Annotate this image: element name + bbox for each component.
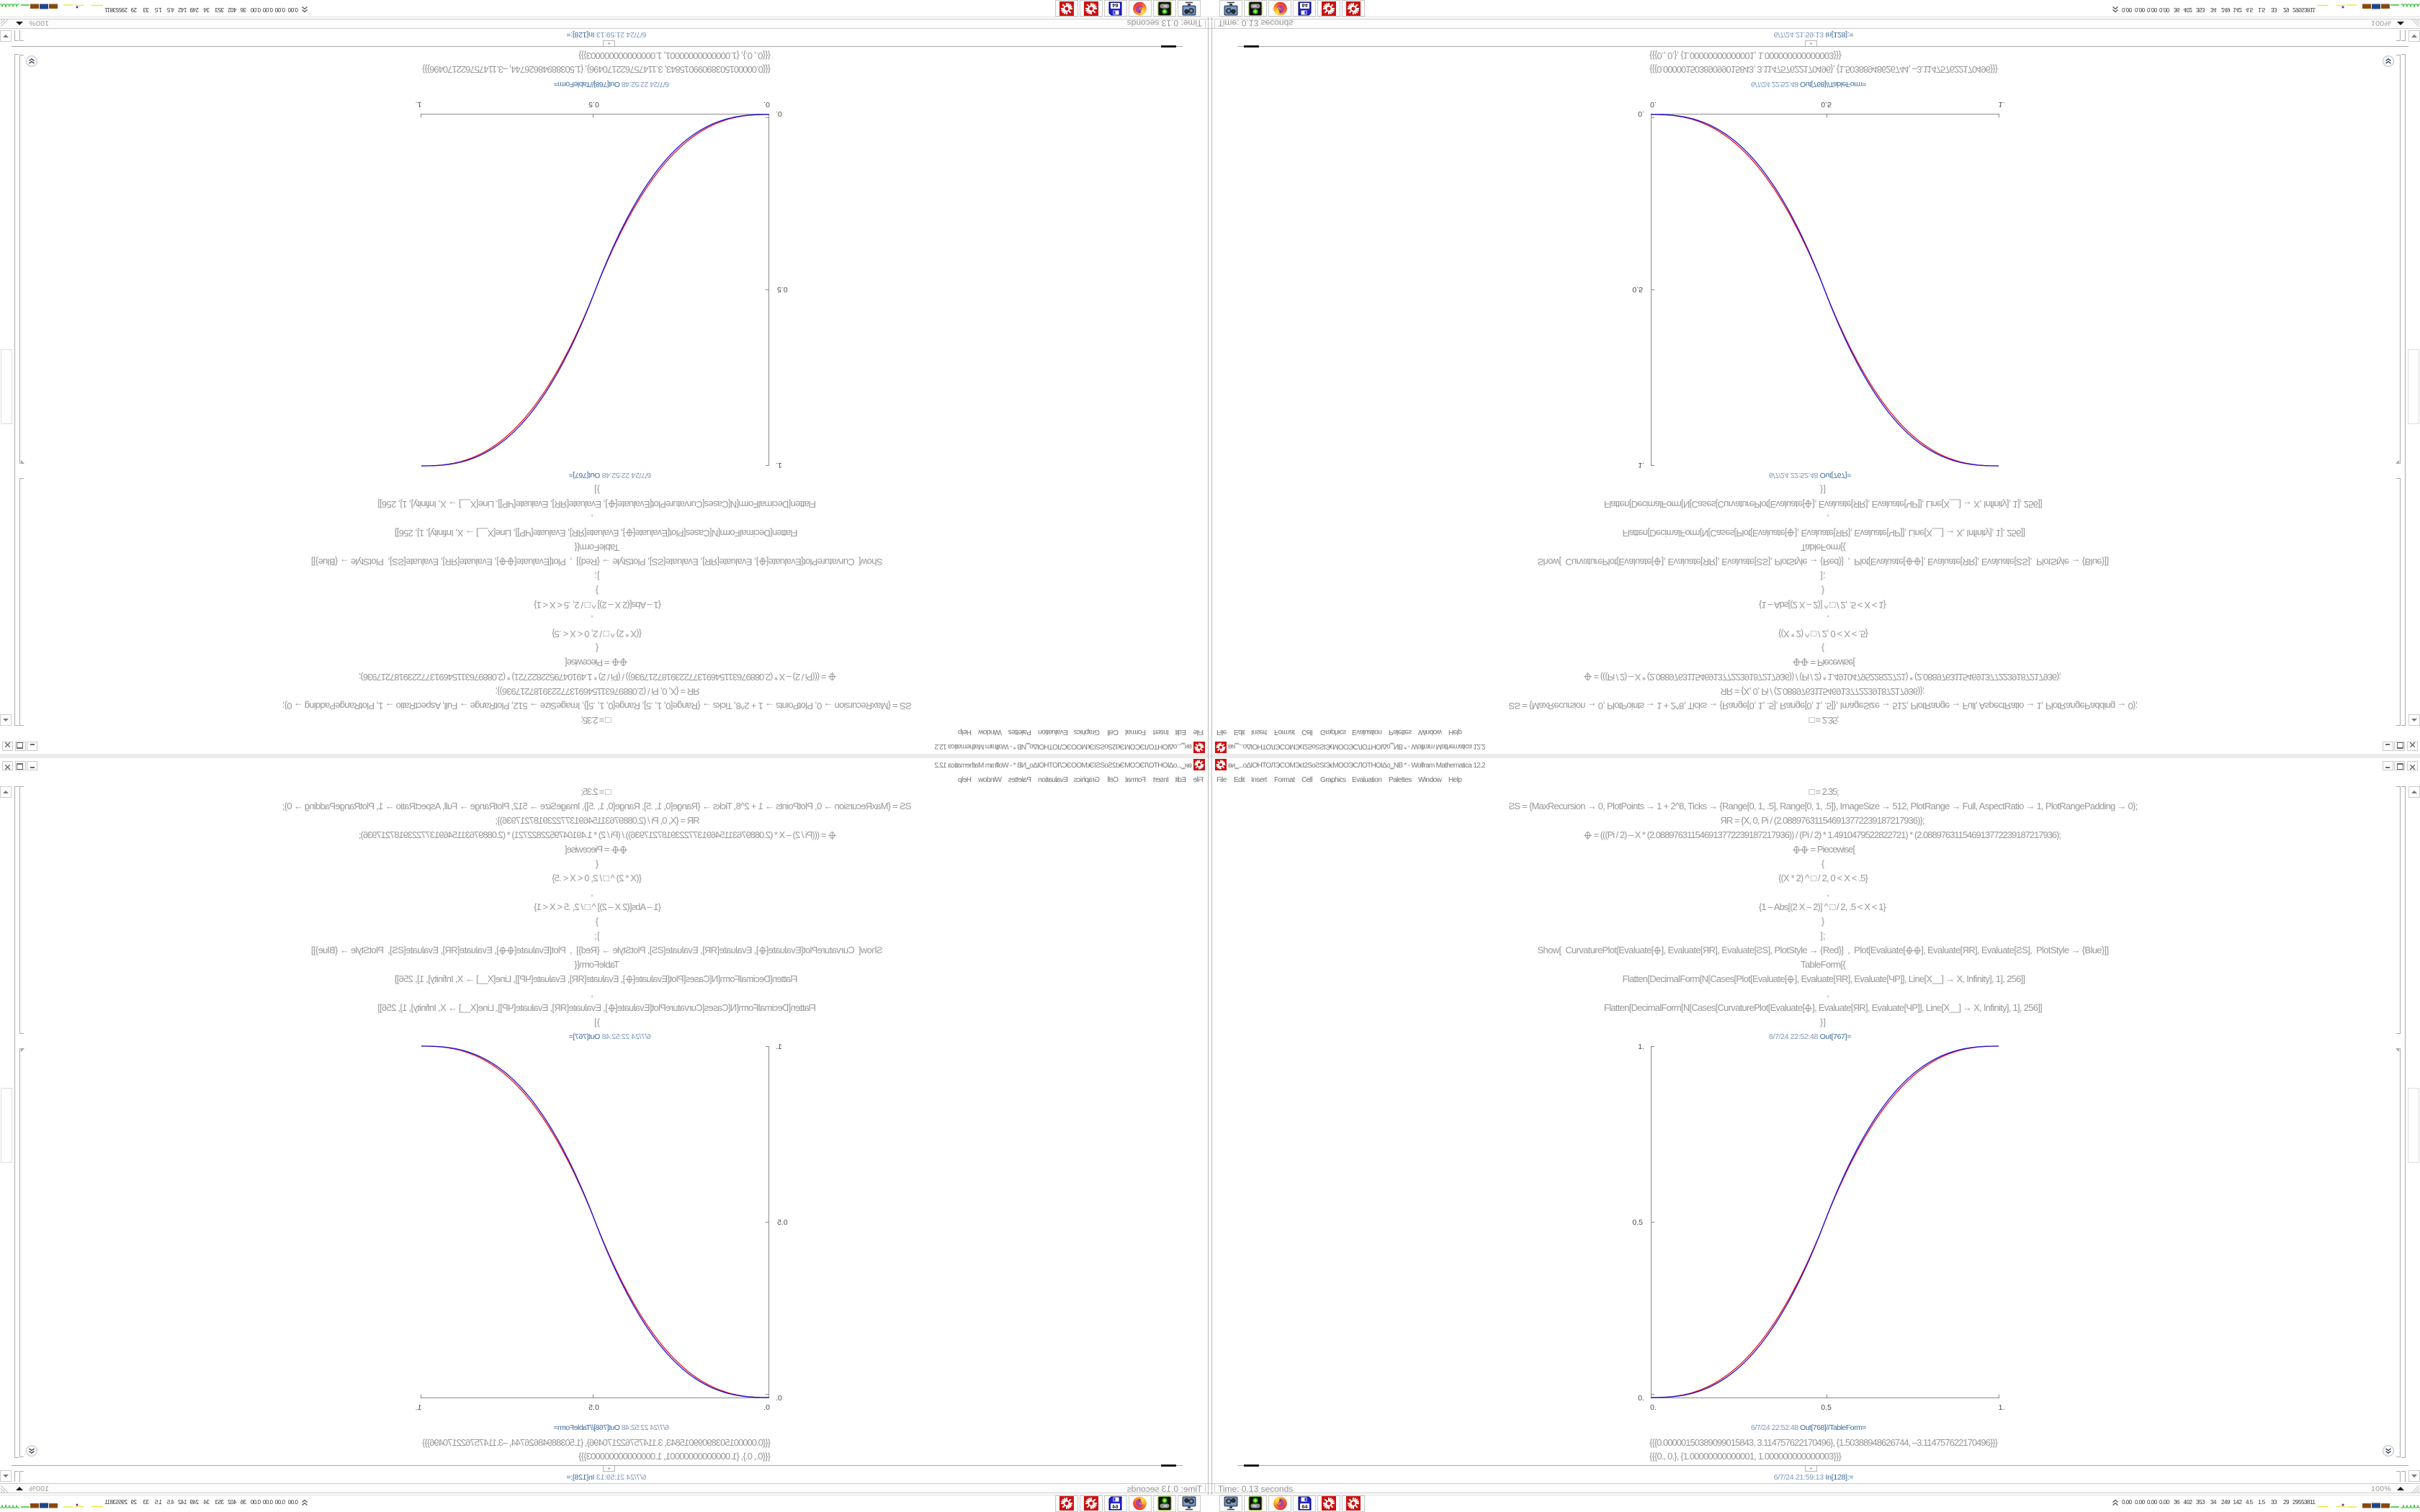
svg-text:1.: 1. bbox=[776, 1043, 782, 1051]
svg-text:0.: 0. bbox=[1650, 1403, 1657, 1412]
svg-text:64: 64 bbox=[1302, 1503, 1308, 1510]
svg-text:1.: 1. bbox=[1638, 461, 1644, 469]
svg-text:64: 64 bbox=[1113, 1503, 1119, 1510]
svg-text:0.5: 0.5 bbox=[777, 1218, 788, 1227]
svg-text:0.5: 0.5 bbox=[588, 1403, 599, 1412]
svg-text:0.: 0. bbox=[763, 1403, 770, 1412]
svg-text:1.: 1. bbox=[776, 461, 782, 469]
svg-text:1.: 1. bbox=[416, 100, 422, 109]
svg-text:0.: 0. bbox=[763, 100, 770, 109]
svg-text:0.5: 0.5 bbox=[1632, 1218, 1643, 1227]
svg-text:0.5: 0.5 bbox=[1821, 100, 1832, 109]
svg-text:0.: 0. bbox=[1638, 1394, 1644, 1403]
svg-text:0.5: 0.5 bbox=[777, 285, 788, 294]
svg-text:64: 64 bbox=[1113, 2, 1119, 9]
svg-text:0.: 0. bbox=[1638, 109, 1644, 118]
svg-text:1.: 1. bbox=[416, 1403, 422, 1412]
svg-text:64: 64 bbox=[1302, 2, 1308, 9]
svg-text:1.: 1. bbox=[1999, 100, 2005, 109]
svg-text:1.: 1. bbox=[1638, 1043, 1644, 1051]
svg-text:0.: 0. bbox=[776, 109, 782, 118]
svg-text:0.5: 0.5 bbox=[1821, 1403, 1832, 1412]
svg-text:1.: 1. bbox=[1999, 1403, 2005, 1412]
svg-text:0.: 0. bbox=[776, 1394, 782, 1403]
svg-text:0.5: 0.5 bbox=[588, 100, 599, 109]
svg-text:0.: 0. bbox=[1650, 100, 1657, 109]
svg-text:0.5: 0.5 bbox=[1632, 285, 1643, 294]
